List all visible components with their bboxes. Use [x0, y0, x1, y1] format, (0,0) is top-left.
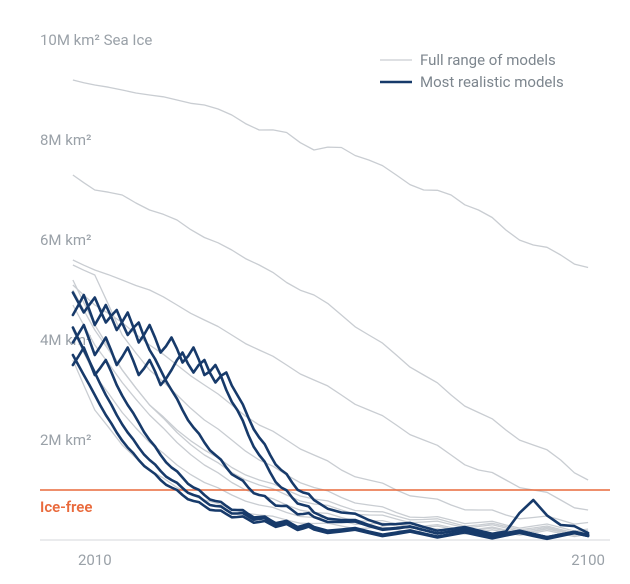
x-tick-label: 2010	[78, 551, 112, 569]
sea-ice-chart: 10M km² Sea Ice8M km²6M km²4M km²2M km²2…	[0, 0, 630, 584]
y-tick-label: 2M km²	[40, 431, 92, 449]
y-tick-label: 6M km²	[40, 231, 92, 249]
legend-label: Full range of models	[420, 51, 556, 69]
y-tick-label: 10M km² Sea Ice	[40, 31, 152, 49]
y-tick-label: 8M km²	[40, 131, 92, 149]
ice-free-label: Ice-free	[40, 498, 92, 516]
x-tick-label: 2100	[571, 551, 605, 569]
legend-label: Most realistic models	[420, 73, 564, 91]
